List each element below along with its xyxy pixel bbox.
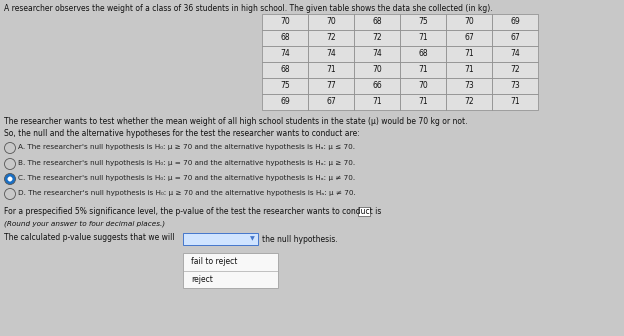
Bar <box>400 62 446 78</box>
Text: 71: 71 <box>418 66 428 75</box>
Circle shape <box>4 159 16 169</box>
Text: So, the null and the alternative hypotheses for the test the researcher wants to: So, the null and the alternative hypothe… <box>4 129 360 138</box>
Bar <box>400 30 446 46</box>
Bar <box>492 78 538 94</box>
Text: 69: 69 <box>510 17 520 27</box>
Bar <box>354 94 400 110</box>
Text: A. The researcher's null hypothesis is H₀: μ ≥ 70 and the alternative hypothesis: A. The researcher's null hypothesis is H… <box>18 144 355 150</box>
Bar <box>446 78 492 94</box>
Text: 68: 68 <box>280 66 290 75</box>
Bar <box>262 14 308 30</box>
Bar <box>262 78 308 94</box>
Text: The calculated p-value suggests that we will: The calculated p-value suggests that we … <box>4 233 175 242</box>
Bar <box>354 30 400 46</box>
Bar <box>400 46 446 62</box>
Bar <box>354 14 400 30</box>
Text: 74: 74 <box>372 49 382 58</box>
Bar <box>262 62 308 78</box>
Bar <box>446 30 492 46</box>
Bar <box>262 30 308 46</box>
Text: the null hypothesis.: the null hypothesis. <box>262 235 338 244</box>
Bar <box>446 94 492 110</box>
Bar <box>492 94 538 110</box>
Text: 68: 68 <box>418 49 428 58</box>
Circle shape <box>4 188 16 200</box>
Bar <box>262 46 308 62</box>
Bar <box>492 30 538 46</box>
Text: 70: 70 <box>326 17 336 27</box>
Text: C. The researcher's null hypothesis is H₀: μ = 70 and the alternative hypothesis: C. The researcher's null hypothesis is H… <box>18 175 355 181</box>
Bar <box>183 233 258 245</box>
Bar <box>358 207 370 216</box>
Bar <box>400 94 446 110</box>
Bar <box>446 62 492 78</box>
Circle shape <box>7 177 12 181</box>
Text: 67: 67 <box>510 34 520 42</box>
Text: 73: 73 <box>464 82 474 90</box>
Bar <box>492 46 538 62</box>
Bar <box>446 46 492 62</box>
Bar <box>308 46 354 62</box>
Text: 71: 71 <box>326 66 336 75</box>
Text: 73: 73 <box>510 82 520 90</box>
Bar <box>354 62 400 78</box>
Text: 70: 70 <box>372 66 382 75</box>
Text: B. The researcher's null hypothesis is H₀: μ = 70 and the alternative hypothesis: B. The researcher's null hypothesis is H… <box>18 160 355 166</box>
Text: 69: 69 <box>280 97 290 107</box>
Text: 71: 71 <box>464 66 474 75</box>
Bar <box>492 62 538 78</box>
Bar <box>492 14 538 30</box>
Text: A researcher observes the weight of a class of 36 students in high school. The g: A researcher observes the weight of a cl… <box>4 4 492 13</box>
Bar <box>308 30 354 46</box>
Text: For a prespecified 5% significance level, the p-value of the test the researcher: For a prespecified 5% significance level… <box>4 207 381 216</box>
Text: 71: 71 <box>418 34 428 42</box>
Text: 68: 68 <box>280 34 290 42</box>
Text: ▼: ▼ <box>250 237 255 242</box>
Bar <box>354 46 400 62</box>
Text: 74: 74 <box>510 49 520 58</box>
Bar <box>446 14 492 30</box>
Bar <box>308 94 354 110</box>
Text: 72: 72 <box>372 34 382 42</box>
Text: 70: 70 <box>280 17 290 27</box>
Bar <box>354 78 400 94</box>
Text: 70: 70 <box>418 82 428 90</box>
Circle shape <box>4 142 16 154</box>
Bar <box>400 78 446 94</box>
Bar <box>308 62 354 78</box>
Bar <box>183 253 278 288</box>
Text: reject: reject <box>191 275 213 284</box>
Bar <box>400 14 446 30</box>
Text: 66: 66 <box>372 82 382 90</box>
Text: 70: 70 <box>464 17 474 27</box>
Text: 72: 72 <box>464 97 474 107</box>
Text: fail to reject: fail to reject <box>191 257 237 266</box>
Text: 74: 74 <box>326 49 336 58</box>
Bar <box>308 14 354 30</box>
Circle shape <box>4 173 16 184</box>
Text: 67: 67 <box>326 97 336 107</box>
Text: 71: 71 <box>464 49 474 58</box>
Bar <box>308 78 354 94</box>
Text: (Round your answer to four decimal places.): (Round your answer to four decimal place… <box>4 220 165 226</box>
Bar <box>262 94 308 110</box>
Text: 77: 77 <box>326 82 336 90</box>
Text: 67: 67 <box>464 34 474 42</box>
Text: The researcher wants to test whether the mean weight of all high school students: The researcher wants to test whether the… <box>4 117 467 126</box>
Text: 71: 71 <box>418 97 428 107</box>
Text: 72: 72 <box>510 66 520 75</box>
Text: 68: 68 <box>372 17 382 27</box>
Text: D. The researcher's null hypothesis is H₀: μ ≥ 70 and the alternative hypothesis: D. The researcher's null hypothesis is H… <box>18 190 356 196</box>
Text: 74: 74 <box>280 49 290 58</box>
Text: 72: 72 <box>326 34 336 42</box>
Text: 71: 71 <box>372 97 382 107</box>
Text: 75: 75 <box>418 17 428 27</box>
Text: 75: 75 <box>280 82 290 90</box>
Text: 71: 71 <box>510 97 520 107</box>
